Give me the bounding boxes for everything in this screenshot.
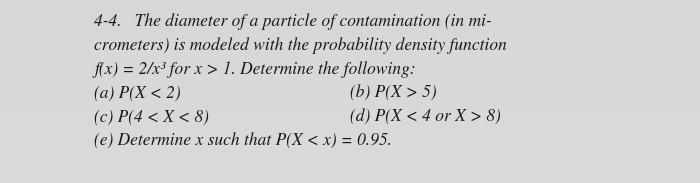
Text: (e) Determine x such that P(X < x) = 0.95.: (e) Determine x such that P(X < x) = 0.9…: [94, 133, 393, 150]
Text: (c) P(4 < X < 8): (c) P(4 < X < 8): [94, 109, 209, 126]
Text: (a) P(X < 2): (a) P(X < 2): [94, 85, 181, 102]
Text: crometers) is modeled with the probability density function: crometers) is modeled with the probabili…: [94, 37, 508, 54]
Text: (b) P(X > 5): (b) P(X > 5): [350, 85, 437, 102]
Text: 4-4.   The diameter of a particle of contamination (in mi-: 4-4. The diameter of a particle of conta…: [94, 13, 492, 30]
Text: f(x) = 2/x³ for x > 1. Determine the following:: f(x) = 2/x³ for x > 1. Determine the fol…: [94, 61, 416, 78]
Text: (d) P(X < 4 or X > 8): (d) P(X < 4 or X > 8): [350, 109, 500, 126]
